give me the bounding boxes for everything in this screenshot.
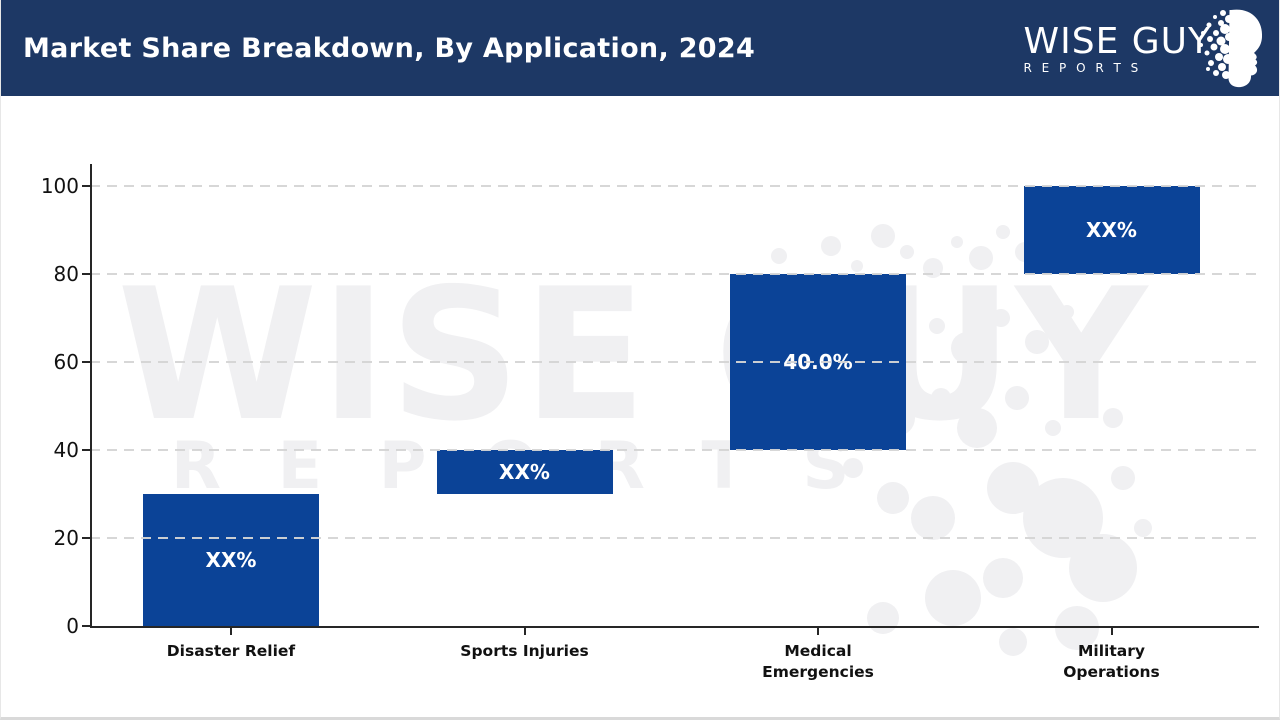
- y-tick-mark-80: [82, 273, 90, 275]
- watermark-dot: [1005, 386, 1029, 410]
- watermark-dot: [951, 236, 963, 248]
- watermark-dot: [1103, 408, 1123, 428]
- watermark-dot: [877, 482, 909, 514]
- watermark-dot: [925, 570, 981, 626]
- y-tick-mark-60: [82, 361, 90, 363]
- chart-canvas: WISE GUY R E P O R T S 020406080100XX%Di…: [1, 96, 1279, 717]
- watermark-dot: [929, 318, 945, 334]
- y-axis-spine: [90, 164, 92, 628]
- bar-disaster-relief: XX%: [143, 494, 319, 626]
- watermark-dot: [1069, 374, 1097, 402]
- page-title: Market Share Breakdown, By Application, …: [23, 32, 756, 64]
- logo-text: WISE GUY R E P O R T S: [1023, 20, 1212, 76]
- watermark-dot: [1055, 606, 1099, 650]
- logo-subtitle: R E P O R T S: [1023, 61, 1142, 76]
- bar-military: XX%: [1023, 186, 1200, 274]
- watermark-dot: [999, 628, 1027, 656]
- bar-sports-injuries: XX%: [436, 450, 613, 494]
- watermark-dot: [992, 309, 1010, 327]
- x-axis-label-military: Military Operations: [1063, 642, 1160, 681]
- x-axis-label-medical: Medical Emergencies: [762, 642, 874, 681]
- y-tick-label-60: 60: [53, 350, 79, 374]
- watermark-dot: [900, 245, 914, 259]
- y-tick-label-100: 100: [40, 174, 79, 198]
- x-tick-mark-disaster-relief: [230, 628, 232, 635]
- bar-value-label-sports-injuries: XX%: [499, 460, 550, 484]
- watermark-dot: [851, 260, 863, 272]
- y-tick-label-40: 40: [53, 438, 79, 462]
- y-tick-label-80: 80: [53, 262, 79, 286]
- y-tick-mark-40: [82, 449, 90, 451]
- y-tick-label-0: 0: [66, 614, 79, 638]
- watermark-dot: [821, 236, 841, 256]
- y-tick-mark-0: [82, 625, 90, 627]
- watermark-dot: [1025, 330, 1049, 354]
- watermark-dot: [867, 602, 899, 634]
- y-tick-mark-100: [82, 185, 90, 187]
- watermark-dot: [911, 496, 955, 540]
- watermark-dot: [951, 332, 983, 364]
- watermark-dot: [1045, 420, 1061, 436]
- watermark-dot: [843, 458, 863, 478]
- watermark-dot: [871, 224, 895, 248]
- y-tick-mark-20: [82, 537, 90, 539]
- watermark-dot: [1134, 519, 1152, 537]
- bar-value-label-military: XX%: [1086, 218, 1137, 242]
- watermark-dot: [996, 225, 1010, 239]
- watermark-dot: [1069, 534, 1137, 602]
- gridline-100: [90, 185, 1259, 187]
- x-axis-baseline: [90, 626, 1259, 628]
- x-tick-mark-military: [1110, 628, 1113, 635]
- watermark-dot: [771, 248, 787, 264]
- x-tick-mark-medical: [817, 628, 819, 635]
- face-profile-icon: [1199, 9, 1263, 88]
- gridline-20: [90, 537, 1259, 539]
- gridline-80: [90, 273, 1259, 275]
- y-tick-label-20: 20: [53, 526, 79, 550]
- watermark-dot: [983, 558, 1023, 598]
- watermark-dot: [931, 388, 951, 408]
- x-axis-label-disaster-relief: Disaster Relief: [166, 642, 296, 660]
- logo-wordmark: WISE GUY: [1023, 20, 1211, 62]
- watermark-dot: [957, 408, 997, 448]
- bar-value-label-disaster-relief: XX%: [205, 548, 257, 572]
- gridline-40: [90, 449, 1259, 451]
- x-tick-mark-sports-injuries: [523, 628, 526, 635]
- wise-guy-logo: WISE GUY R E P O R T S: [1024, 7, 1270, 91]
- header-bar: Market Share Breakdown, By Application, …: [1, 0, 1279, 96]
- watermark-dot: [1060, 305, 1074, 319]
- watermark-dot: [1111, 466, 1135, 490]
- watermark-dot: [923, 258, 943, 278]
- x-axis-label-sports-injuries: Sports Injuries: [460, 642, 589, 660]
- watermark-dot: [969, 246, 993, 270]
- gridline-60: [90, 361, 1259, 363]
